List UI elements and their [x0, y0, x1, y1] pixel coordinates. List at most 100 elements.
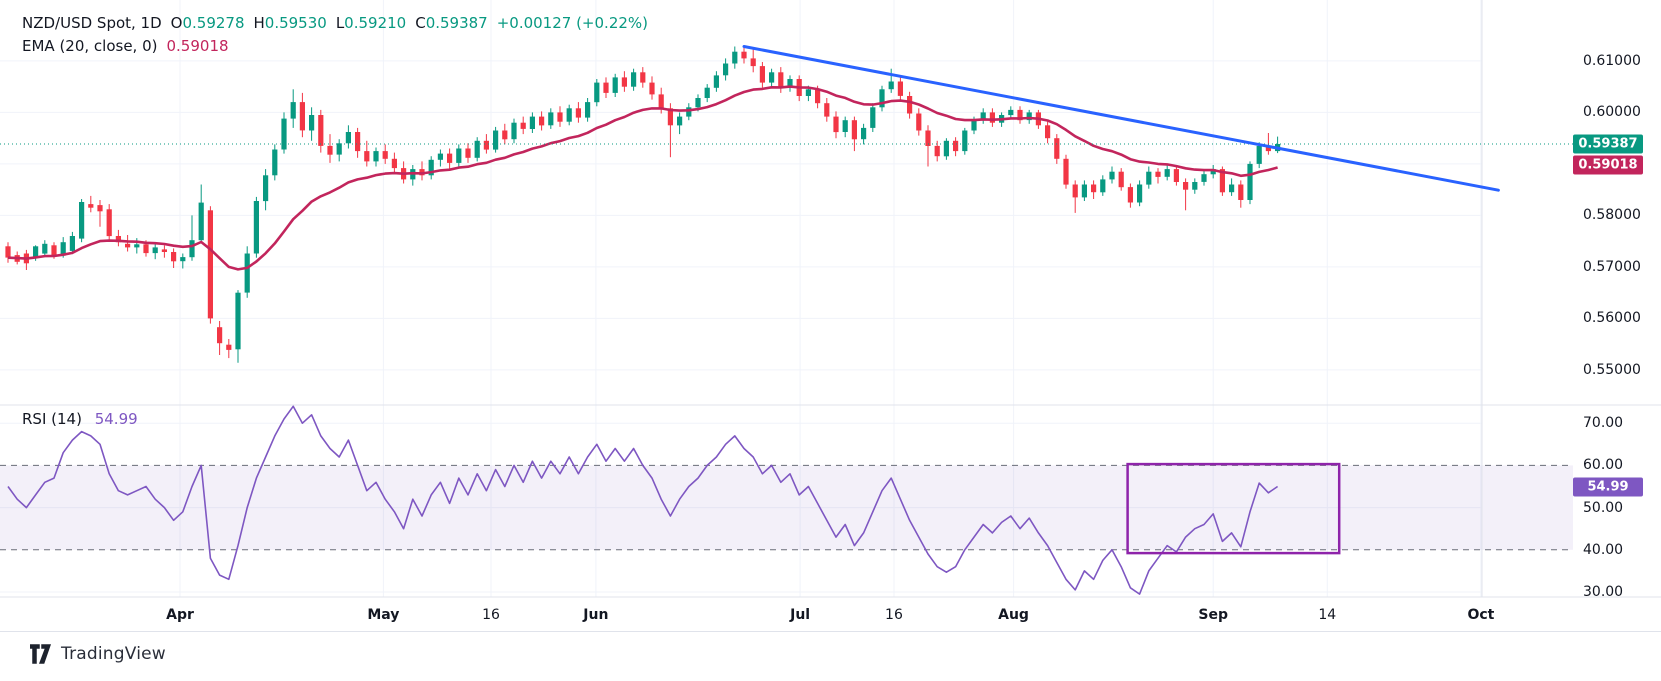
- candle: [1247, 163, 1253, 200]
- tradingview-logo-text: TradingView: [61, 644, 166, 664]
- candle: [640, 72, 646, 83]
- candle: [833, 116, 839, 133]
- candle: [60, 242, 66, 256]
- rsi-axis-label: 60.00: [1583, 457, 1624, 474]
- close-value: C0.59387: [415, 14, 488, 32]
- price-axis-label: 0.60000: [1583, 104, 1641, 121]
- candle: [336, 143, 342, 155]
- ema-row[interactable]: EMA (20, close, 0) 0.59018: [22, 35, 648, 58]
- candle: [897, 81, 903, 96]
- candle: [97, 205, 103, 212]
- candle: [244, 253, 250, 293]
- chart-canvas[interactable]: [0, 0, 1661, 632]
- candle: [907, 96, 913, 114]
- candle: [33, 246, 39, 258]
- rsi-label: RSI (14): [22, 410, 82, 428]
- candle: [603, 82, 609, 93]
- candle: [51, 245, 57, 256]
- time-axis-label: Jul: [790, 607, 811, 623]
- rsi-line: [7, 405, 1279, 595]
- ema-line[interactable]: [7, 85, 1278, 271]
- candle: [502, 130, 508, 140]
- candle: [152, 247, 158, 254]
- candle: [732, 51, 738, 64]
- candle: [198, 202, 204, 241]
- candle: [1164, 169, 1170, 177]
- candle: [1183, 182, 1189, 190]
- candle: [539, 116, 545, 126]
- candle: [824, 103, 830, 117]
- candle: [134, 244, 140, 248]
- candle: [1063, 158, 1069, 185]
- candle: [428, 159, 434, 176]
- candle: [934, 145, 940, 157]
- candle: [207, 210, 213, 319]
- candle: [1238, 184, 1244, 200]
- candle: [465, 148, 471, 158]
- candle: [235, 292, 241, 350]
- candle: [1026, 112, 1032, 121]
- rsi-box-drawing[interactable]: [1126, 462, 1341, 555]
- candle: [88, 204, 94, 208]
- candle: [143, 244, 149, 254]
- candle: [621, 77, 627, 87]
- candle: [1210, 169, 1216, 175]
- low-value: L0.59210: [335, 14, 407, 32]
- candle: [585, 102, 591, 118]
- time-axis-label: Jun: [583, 607, 609, 623]
- candle: [1054, 138, 1060, 159]
- candle: [805, 89, 811, 96]
- time-axis-label: Sep: [1198, 607, 1228, 623]
- candle: [778, 72, 784, 88]
- candle: [962, 130, 968, 152]
- last-price-badge: 0.59387: [1573, 134, 1643, 154]
- candle: [1072, 184, 1078, 198]
- candle: [391, 158, 397, 169]
- candle: [447, 153, 453, 163]
- rsi-legend[interactable]: RSI (14) 54.99: [22, 410, 138, 428]
- rsi-band: [0, 465, 1573, 550]
- candle: [1109, 171, 1115, 180]
- candle: [888, 81, 894, 90]
- price-axis-label: 0.56000: [1583, 310, 1641, 327]
- time-axis-label: Apr: [166, 607, 194, 623]
- candle: [1146, 171, 1152, 185]
- candle: [989, 112, 995, 123]
- candle: [1219, 169, 1225, 193]
- candle: [1192, 182, 1198, 190]
- time-axis-label: May: [367, 607, 400, 623]
- candle: [226, 344, 232, 350]
- candle: [529, 116, 535, 129]
- candle: [1256, 145, 1262, 164]
- symbol-title[interactable]: NZD/USD Spot, 1D: [22, 14, 162, 32]
- candle: [382, 151, 388, 159]
- candle: [815, 89, 821, 104]
- ema-label: EMA (20, close, 0): [22, 37, 158, 55]
- candle: [125, 243, 131, 248]
- rsi-axis-label: 40.00: [1583, 541, 1624, 558]
- rsi-axis-label: 70.00: [1583, 415, 1624, 432]
- ema-price-badge: 0.59018: [1573, 155, 1643, 174]
- candle: [290, 102, 296, 119]
- candle: [217, 327, 223, 344]
- candle: [649, 82, 655, 95]
- trendline-drawing[interactable]: [742, 45, 1500, 192]
- tradingview-logo[interactable]: TradingView: [30, 644, 166, 664]
- candle: [713, 75, 719, 88]
- change-value: +0.00127 (+0.22%): [496, 14, 649, 32]
- ema-value: 0.59018: [166, 37, 229, 55]
- candle: [106, 209, 112, 237]
- candle: [658, 94, 664, 109]
- candle: [750, 58, 756, 67]
- candle: [520, 122, 526, 129]
- candle: [1118, 171, 1124, 188]
- tradingview-logo-icon: [30, 644, 51, 664]
- time-axis-label: 16: [482, 607, 500, 623]
- candle: [511, 122, 517, 140]
- symbol-legend[interactable]: NZD/USD Spot, 1D O0.59278 H0.59530 L0.59…: [22, 12, 648, 58]
- time-axis-label: 16: [885, 607, 903, 623]
- candle: [263, 175, 269, 202]
- candles-group: [5, 45, 1281, 363]
- candle: [1045, 125, 1051, 139]
